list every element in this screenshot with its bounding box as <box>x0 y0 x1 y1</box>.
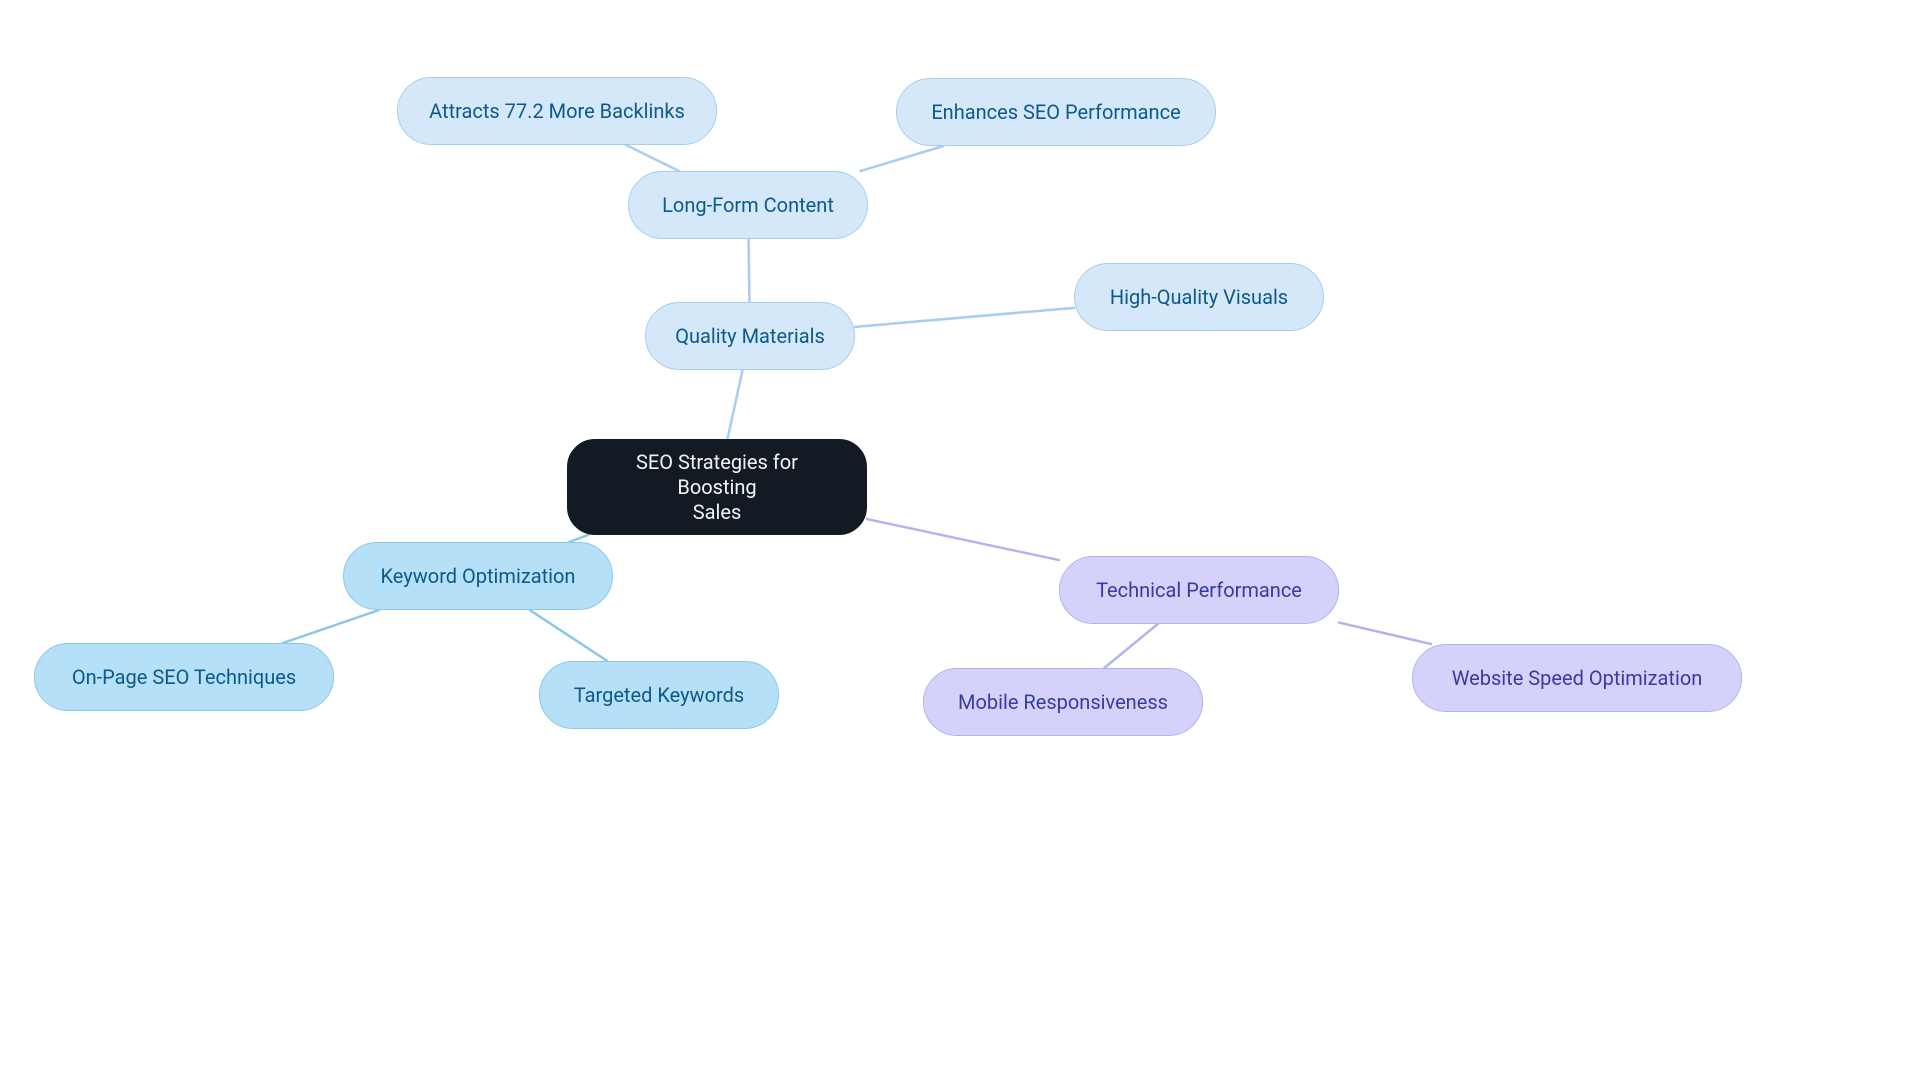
node-label: Long-Form Content <box>662 193 834 218</box>
node-label: Keyword Optimization <box>381 564 576 589</box>
node-label: Enhances SEO Performance <box>931 100 1180 125</box>
edge-layer <box>0 0 1920 1083</box>
node-on-page-seo: On-Page SEO Techniques <box>34 643 334 711</box>
node-enhances-seo-performance: Enhances SEO Performance <box>896 78 1216 146</box>
node-label: Mobile Responsiveness <box>958 690 1168 715</box>
node-high-quality-visuals: High-Quality Visuals <box>1074 263 1324 331</box>
node-attracts-backlinks: Attracts 77.2 More Backlinks <box>397 77 717 145</box>
node-mobile-responsiveness: Mobile Responsiveness <box>923 668 1203 736</box>
node-label: On-Page SEO Techniques <box>72 665 296 690</box>
node-root: SEO Strategies for Boosting Sales <box>567 439 867 535</box>
node-label: Website Speed Optimization <box>1452 666 1703 691</box>
node-quality-materials: Quality Materials <box>645 302 855 370</box>
node-root-label: SEO Strategies for Boosting Sales <box>596 450 838 525</box>
mindmap-canvas: SEO Strategies for Boosting Sales Qualit… <box>0 0 1920 1083</box>
node-website-speed-optimization: Website Speed Optimization <box>1412 644 1742 712</box>
node-label: Technical Performance <box>1096 578 1302 603</box>
node-targeted-keywords: Targeted Keywords <box>539 661 779 729</box>
node-technical-performance: Technical Performance <box>1059 556 1339 624</box>
node-label: Targeted Keywords <box>574 683 744 708</box>
node-label: High-Quality Visuals <box>1110 285 1288 310</box>
node-keyword-optimization: Keyword Optimization <box>343 542 613 610</box>
node-long-form-content: Long-Form Content <box>628 171 868 239</box>
node-label: Attracts 77.2 More Backlinks <box>429 99 685 124</box>
node-label: Quality Materials <box>675 324 825 349</box>
